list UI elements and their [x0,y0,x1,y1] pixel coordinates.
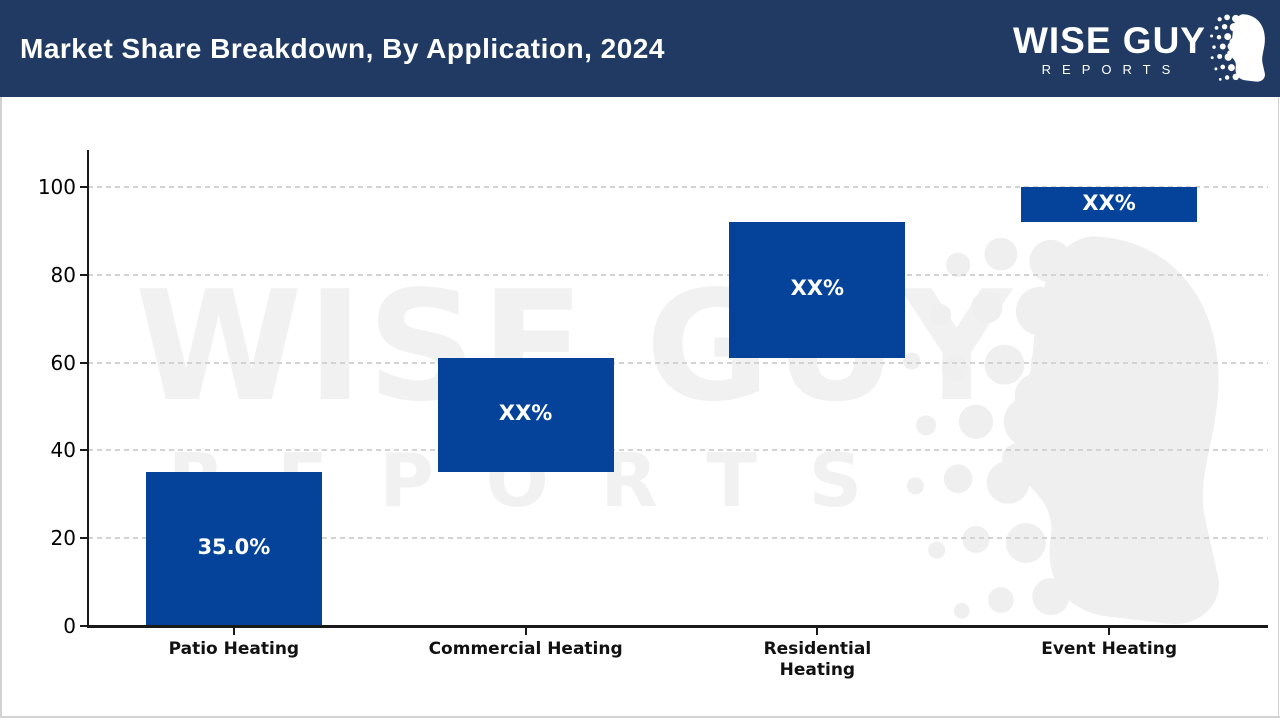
x-axis-tick-label: Patio Heating [168,639,300,659]
page-border-bottom [0,716,1280,718]
y-axis-line [87,150,89,628]
bar-value-label: XX% [790,276,845,301]
x-axis-tick-label: Residential Heating [763,639,872,681]
x-axis-tick-label: Commercial Heating [428,639,623,659]
x-axis-tick [816,627,819,635]
y-axis-tick-label: 20 [50,526,76,551]
y-axis-tick [80,361,88,364]
gridline [88,186,1268,188]
gridline [88,273,1268,276]
chart-title: Market Share Breakdown, By Application, … [20,32,665,64]
y-axis-tick [80,186,88,188]
gridline [88,361,1268,364]
waterfall-chart: 0 20 40 60 80 100 35.0% Patio Heating XX% Commerc… [0,97,1280,720]
logo-text: WISE GUY REPORTS [1013,22,1206,77]
bar-residential-heating: XX% [729,222,906,359]
wiseguy-logo: WISE GUY REPORTS [1013,6,1268,92]
bar-value-label: XX% [1082,190,1136,215]
bar-event-heating: XX% [1021,187,1198,223]
page-border-right [1277,97,1279,717]
x-axis-tick-label: Event Heating [1041,639,1178,659]
x-axis-tick [1108,627,1111,635]
y-axis-tick-label: 80 [50,262,76,287]
x-axis-tick [232,627,235,635]
logo-subtext: REPORTS [1041,62,1182,77]
x-axis-tick [524,627,527,635]
logo-wordmark: WISE GUY [1012,20,1206,61]
y-axis-tick-label: 60 [50,350,76,375]
gridline [88,537,1268,540]
page-border-left [0,97,2,717]
bar-value-label: XX% [498,401,553,426]
y-axis-tick [80,449,88,452]
y-axis-tick [80,537,88,540]
gridline [88,449,1268,452]
y-axis-tick-label: 100 [37,175,76,199]
y-axis-tick-label: 0 [63,614,76,638]
wiseguy-head-icon [1210,14,1265,82]
y-axis-tick [80,625,88,627]
header-bar: Market Share Breakdown, By Application, … [0,0,1280,97]
y-axis-tick [80,273,88,276]
bar-commercial-heating: XX% [437,358,614,473]
y-axis-tick-label: 40 [50,438,76,463]
bar-value-label: 35.0% [197,535,271,560]
x-axis-line [88,625,1268,628]
bar-patio-heating: 35.0% [145,472,322,626]
